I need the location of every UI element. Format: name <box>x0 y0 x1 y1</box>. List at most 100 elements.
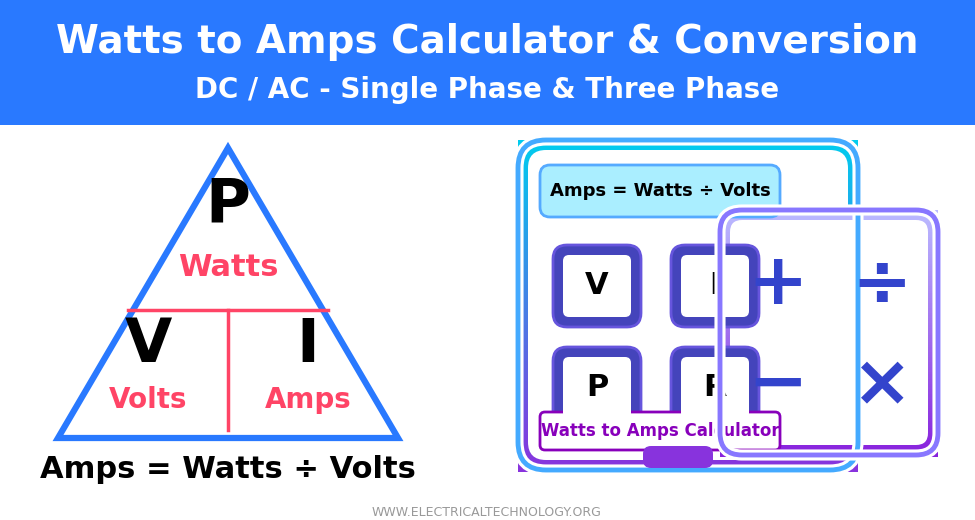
FancyBboxPatch shape <box>720 266 938 270</box>
FancyBboxPatch shape <box>518 272 858 277</box>
FancyBboxPatch shape <box>720 445 938 449</box>
FancyBboxPatch shape <box>518 407 858 412</box>
FancyBboxPatch shape <box>720 374 938 378</box>
FancyBboxPatch shape <box>518 157 858 161</box>
FancyBboxPatch shape <box>518 150 858 155</box>
FancyBboxPatch shape <box>720 372 938 375</box>
FancyBboxPatch shape <box>518 424 858 428</box>
FancyBboxPatch shape <box>720 259 938 263</box>
FancyBboxPatch shape <box>720 262 938 265</box>
FancyBboxPatch shape <box>518 391 858 396</box>
Text: Volts: Volts <box>109 386 187 414</box>
FancyBboxPatch shape <box>720 276 938 280</box>
FancyBboxPatch shape <box>720 362 938 366</box>
FancyBboxPatch shape <box>720 450 938 454</box>
FancyBboxPatch shape <box>720 431 938 434</box>
FancyBboxPatch shape <box>720 328 938 332</box>
FancyBboxPatch shape <box>720 264 938 268</box>
FancyBboxPatch shape <box>720 389 938 393</box>
FancyBboxPatch shape <box>720 308 938 312</box>
Text: Watts to Amps Calculator & Conversion: Watts to Amps Calculator & Conversion <box>56 23 918 61</box>
FancyBboxPatch shape <box>518 242 858 247</box>
FancyBboxPatch shape <box>720 332 938 336</box>
FancyBboxPatch shape <box>518 173 858 178</box>
FancyBboxPatch shape <box>720 401 938 405</box>
FancyBboxPatch shape <box>720 237 938 241</box>
FancyBboxPatch shape <box>563 255 631 317</box>
FancyBboxPatch shape <box>518 411 858 415</box>
FancyBboxPatch shape <box>720 225 938 229</box>
FancyBboxPatch shape <box>518 321 858 327</box>
FancyBboxPatch shape <box>720 342 938 346</box>
FancyBboxPatch shape <box>720 323 938 327</box>
FancyBboxPatch shape <box>518 463 858 468</box>
FancyBboxPatch shape <box>518 206 858 211</box>
FancyBboxPatch shape <box>720 399 938 402</box>
FancyBboxPatch shape <box>720 411 938 415</box>
Text: V: V <box>585 271 608 301</box>
FancyBboxPatch shape <box>720 296 938 300</box>
FancyBboxPatch shape <box>720 382 938 385</box>
Text: P: P <box>206 175 251 235</box>
FancyBboxPatch shape <box>518 348 858 353</box>
FancyBboxPatch shape <box>518 467 858 472</box>
FancyBboxPatch shape <box>720 239 938 243</box>
FancyBboxPatch shape <box>720 220 938 224</box>
FancyBboxPatch shape <box>720 428 938 432</box>
FancyBboxPatch shape <box>720 369 938 373</box>
FancyBboxPatch shape <box>518 437 858 442</box>
FancyBboxPatch shape <box>518 338 858 343</box>
FancyBboxPatch shape <box>720 421 938 425</box>
FancyBboxPatch shape <box>720 365 938 368</box>
FancyBboxPatch shape <box>720 359 938 363</box>
Text: −: − <box>748 350 808 420</box>
FancyBboxPatch shape <box>518 453 858 458</box>
FancyBboxPatch shape <box>720 235 938 239</box>
FancyBboxPatch shape <box>720 345 938 349</box>
FancyBboxPatch shape <box>720 330 938 334</box>
FancyBboxPatch shape <box>518 226 858 230</box>
FancyBboxPatch shape <box>518 308 858 313</box>
FancyBboxPatch shape <box>518 229 858 234</box>
FancyBboxPatch shape <box>518 434 858 438</box>
FancyBboxPatch shape <box>720 320 938 324</box>
Text: +: + <box>748 251 808 319</box>
FancyBboxPatch shape <box>518 444 858 448</box>
FancyBboxPatch shape <box>720 413 938 417</box>
FancyBboxPatch shape <box>518 450 858 455</box>
FancyBboxPatch shape <box>720 247 938 251</box>
Text: V: V <box>125 316 172 374</box>
FancyBboxPatch shape <box>720 337 938 341</box>
FancyBboxPatch shape <box>720 210 938 214</box>
FancyBboxPatch shape <box>518 193 858 198</box>
Text: P: P <box>586 373 608 402</box>
FancyBboxPatch shape <box>671 245 759 327</box>
FancyBboxPatch shape <box>518 144 858 148</box>
FancyBboxPatch shape <box>518 358 858 362</box>
FancyBboxPatch shape <box>720 315 938 319</box>
FancyBboxPatch shape <box>518 216 858 220</box>
FancyBboxPatch shape <box>720 438 938 442</box>
FancyBboxPatch shape <box>518 328 858 333</box>
Text: Amps = Watts ÷ Volts: Amps = Watts ÷ Volts <box>40 456 416 485</box>
FancyBboxPatch shape <box>518 387 858 392</box>
FancyBboxPatch shape <box>671 347 759 429</box>
FancyBboxPatch shape <box>720 301 938 305</box>
FancyBboxPatch shape <box>720 217 938 222</box>
Text: I: I <box>296 316 320 374</box>
FancyBboxPatch shape <box>518 282 858 287</box>
FancyBboxPatch shape <box>563 357 631 419</box>
FancyBboxPatch shape <box>720 355 938 358</box>
Text: I: I <box>710 271 721 301</box>
FancyBboxPatch shape <box>518 457 858 462</box>
FancyBboxPatch shape <box>518 397 858 402</box>
FancyBboxPatch shape <box>518 186 858 191</box>
FancyBboxPatch shape <box>720 416 938 420</box>
FancyBboxPatch shape <box>720 298 938 302</box>
FancyBboxPatch shape <box>518 223 858 227</box>
FancyBboxPatch shape <box>720 340 938 344</box>
FancyBboxPatch shape <box>518 305 858 310</box>
FancyBboxPatch shape <box>553 347 641 429</box>
FancyBboxPatch shape <box>518 292 858 296</box>
FancyBboxPatch shape <box>720 279 938 282</box>
